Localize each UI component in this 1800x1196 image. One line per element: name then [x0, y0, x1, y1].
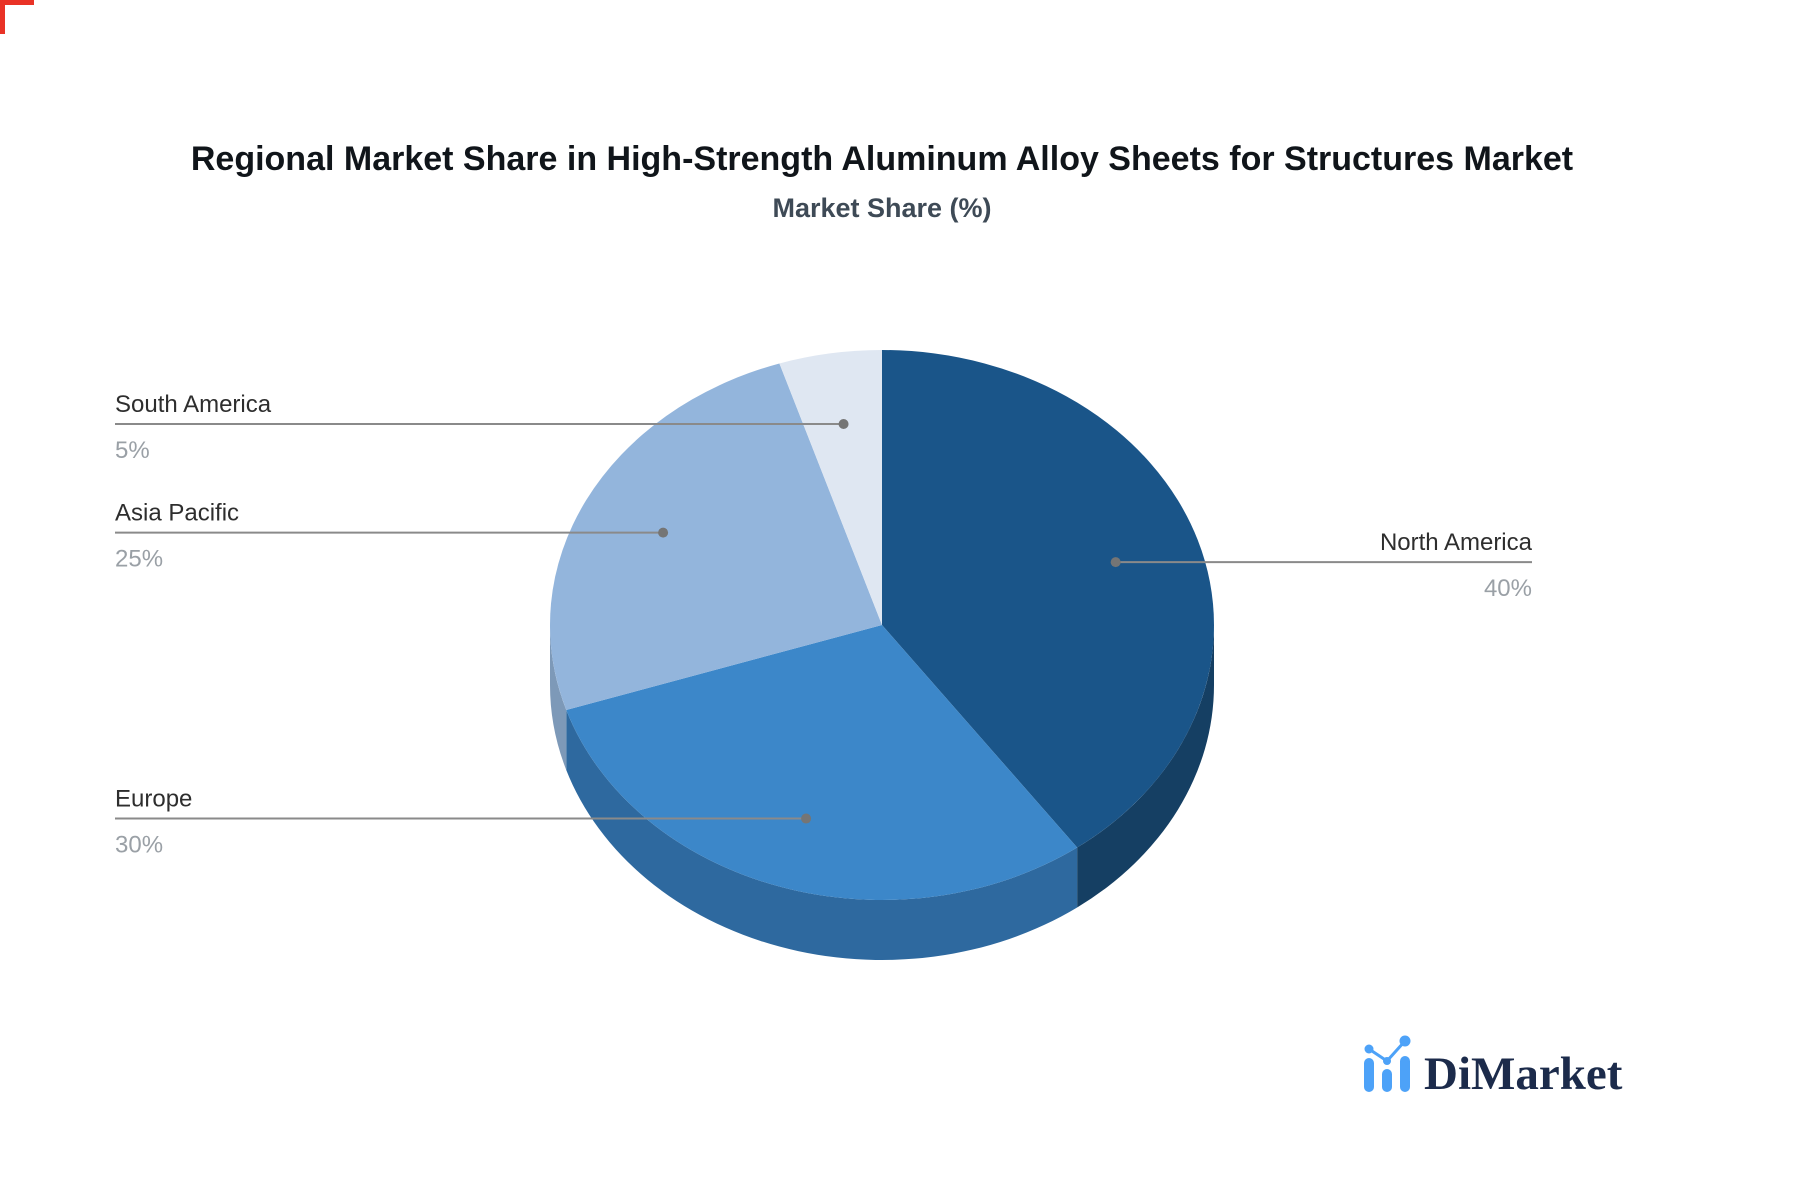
pie-slice-side-north-america — [1077, 625, 1214, 908]
pie-group: North America 40% Europe 30% Asia Pacific 25%… — [115, 350, 1533, 960]
slice-label-europe: Europe — [115, 786, 192, 813]
slice-pct-europe: 30% — [115, 832, 163, 859]
leader-dot-europe — [801, 813, 812, 824]
leader-dot-north-america — [1110, 557, 1121, 568]
slice-label-north-america: North America — [1380, 529, 1533, 556]
slice-label-asia-pacific: Asia Pacific — [115, 500, 239, 527]
pie-slice-asia-pacific[interactable] — [550, 363, 882, 710]
chart-title: Regional Market Share in High-Strength A… — [191, 140, 1573, 178]
slice-pct-asia-pacific: 25% — [115, 546, 163, 573]
logo-text: DiMarket — [1424, 1048, 1623, 1100]
chart-subtitle: Market Share (%) — [772, 193, 991, 223]
pie-slice-side-asia-pacific — [550, 625, 567, 770]
pie-slice-side-europe — [566, 709, 1078, 960]
corner-artifact — [0, 0, 34, 34]
pie-slice-europe[interactable] — [566, 625, 1078, 900]
slice-pct-north-america: 40% — [1484, 575, 1532, 602]
slice-label-south-america: South America — [115, 391, 272, 418]
slice-pct-south-america: 5% — [115, 437, 150, 464]
pie-slice-north-america[interactable] — [882, 350, 1214, 848]
logo-barchart-icon — [1364, 1035, 1411, 1092]
leader-dot-south-america — [838, 419, 849, 430]
pie-slice-south-america[interactable] — [779, 350, 882, 625]
dimarket-logo: DiMarket — [1364, 1035, 1623, 1100]
leader-dot-asia-pacific — [658, 527, 669, 538]
